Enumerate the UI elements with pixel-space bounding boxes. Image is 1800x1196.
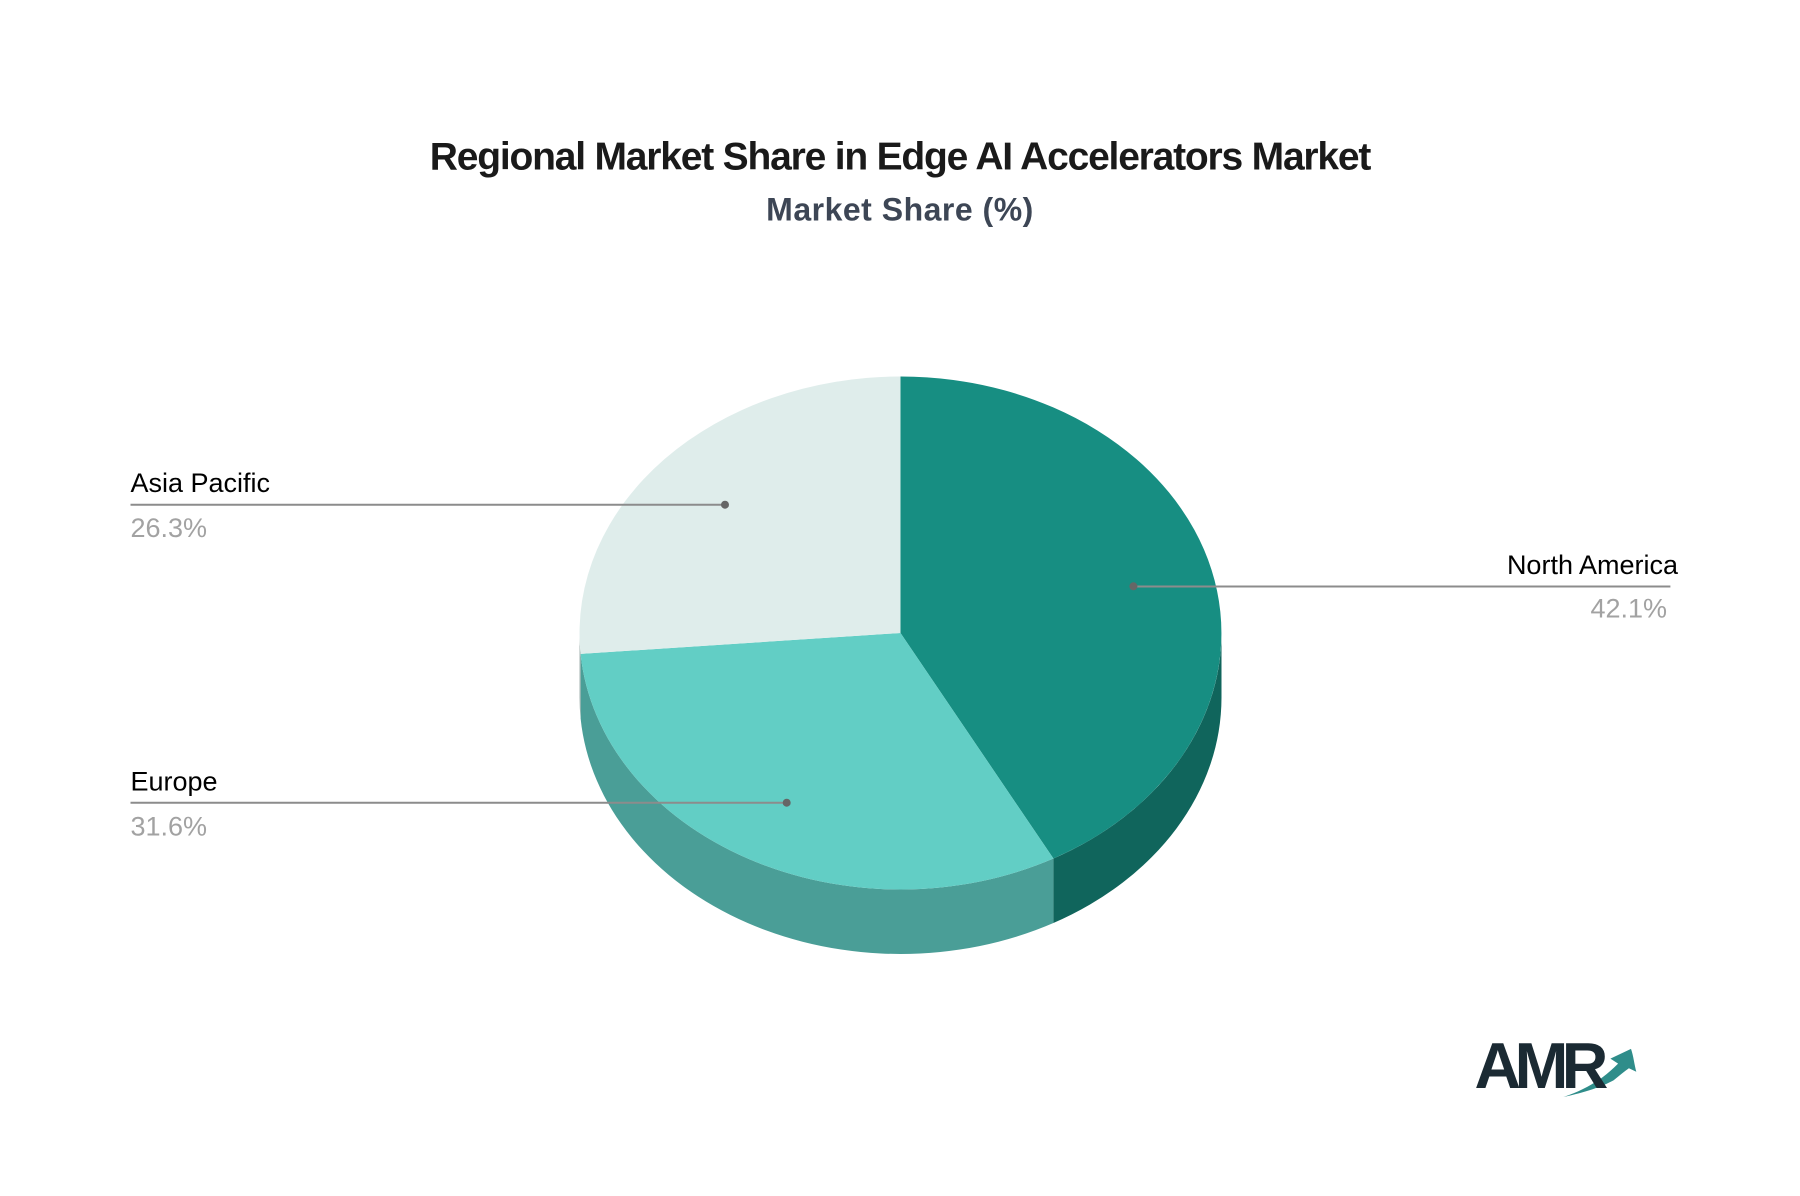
svg-text:42.1%: 42.1% [1590,594,1667,624]
svg-text:North America: North America [1507,550,1679,580]
svg-text:Regional Market Share in Edge: Regional Market Share in Edge AI Acceler… [430,135,1372,178]
svg-text:Market Share (%): Market Share (%) [766,191,1034,227]
svg-text:Asia Pacific: Asia Pacific [131,468,271,498]
svg-text:Europe: Europe [131,766,218,796]
svg-text:31.6%: 31.6% [131,812,208,842]
svg-text:AMR: AMR [1475,1030,1608,1102]
svg-text:26.3%: 26.3% [131,513,208,543]
